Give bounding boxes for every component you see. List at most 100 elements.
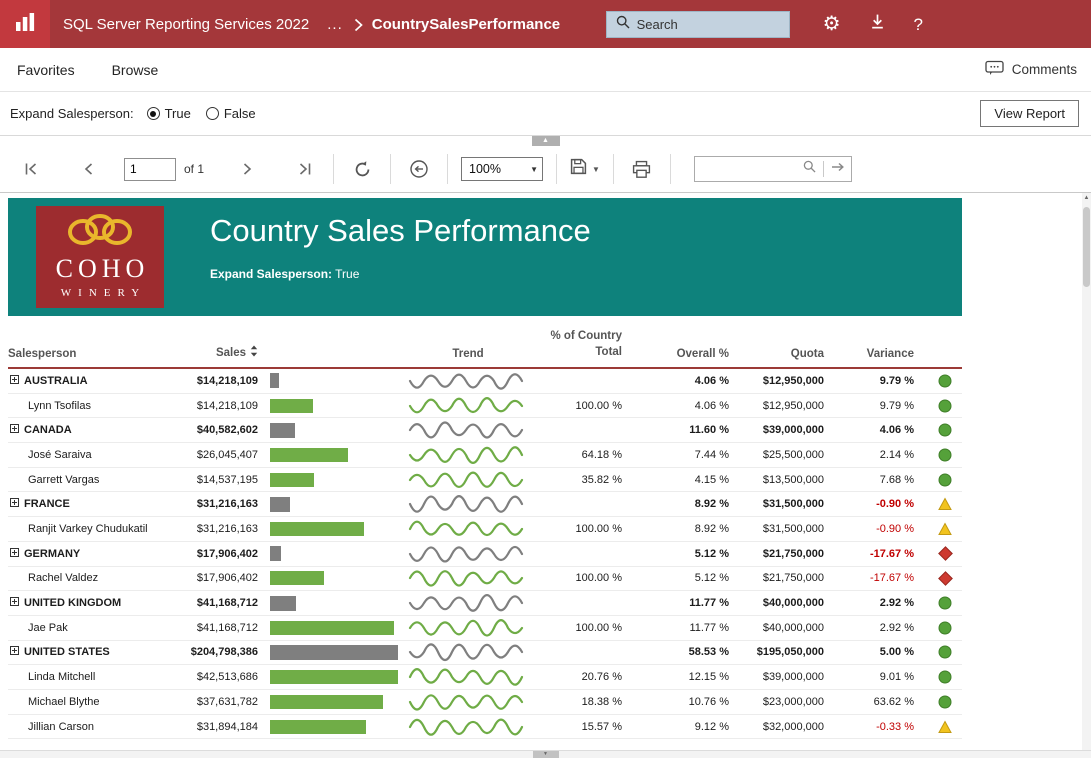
row-quota: $12,950,000 bbox=[762, 399, 824, 412]
help-icon[interactable]: ? bbox=[913, 14, 923, 34]
row-variance: 4.06 % bbox=[879, 424, 914, 437]
find-search-icon[interactable] bbox=[803, 160, 816, 178]
table-row: Michael Blythe $37,631,782 18.38 % 10.76… bbox=[8, 690, 962, 715]
portal-tabs: Favorites Browse Comments bbox=[0, 48, 1091, 92]
find-input[interactable] bbox=[694, 162, 803, 176]
header-overall: Overall % bbox=[676, 348, 729, 361]
row-sales: $26,045,407 bbox=[196, 448, 258, 461]
green-circle-icon bbox=[928, 448, 962, 462]
row-name: Jillian Carson bbox=[28, 720, 95, 733]
vertical-scrollbar-thumb[interactable] bbox=[1083, 207, 1090, 287]
horizontal-scrollbar[interactable]: ▼ bbox=[0, 750, 1091, 758]
header-sales[interactable]: Sales bbox=[188, 345, 264, 360]
comments-button[interactable]: Comments bbox=[985, 60, 1077, 79]
trend-sparkline bbox=[404, 641, 532, 663]
vertical-scrollbar[interactable]: ▲ bbox=[1082, 193, 1091, 750]
tab-favorites[interactable]: Favorites bbox=[17, 61, 75, 78]
radio-false-circle[interactable] bbox=[205, 107, 219, 120]
radio-false[interactable]: False bbox=[205, 106, 256, 121]
table-row: UNITED STATES $204,798,386 58.53 % $195,… bbox=[8, 641, 962, 666]
row-name: Ranjit Varkey Chudukatil bbox=[28, 523, 148, 535]
row-sales: $14,218,109 bbox=[196, 374, 258, 387]
scroll-up-icon[interactable]: ▲ bbox=[1083, 195, 1090, 201]
green-circle-icon bbox=[928, 399, 962, 413]
row-pct-country: 100.00 % bbox=[575, 621, 622, 634]
view-report-button[interactable]: View Report bbox=[980, 100, 1079, 127]
download-icon[interactable] bbox=[869, 13, 886, 35]
table-row: Jae Pak $41,168,712 100.00 % 11.77 % $40… bbox=[8, 616, 962, 641]
sort-icon[interactable] bbox=[250, 345, 258, 360]
trend-sparkline bbox=[404, 617, 532, 639]
sales-bar bbox=[270, 447, 348, 462]
row-pct-country: 100.00 % bbox=[575, 399, 622, 412]
row-sales: $41,168,712 bbox=[196, 597, 258, 610]
coho-rings-icon bbox=[60, 212, 140, 253]
bar-chart-icon bbox=[13, 10, 37, 39]
header-search-box[interactable] bbox=[605, 10, 790, 38]
expand-icon[interactable] bbox=[10, 374, 19, 387]
green-circle-icon bbox=[928, 645, 962, 659]
sales-bar bbox=[270, 644, 398, 660]
green-circle-icon bbox=[928, 423, 962, 437]
app-logo-tile[interactable] bbox=[0, 0, 50, 48]
row-overall: 4.06 % bbox=[694, 374, 729, 387]
table-row: Lynn Tsofilas $14,218,109 100.00 % 4.06 … bbox=[8, 394, 962, 419]
back-to-parent-button[interactable] bbox=[404, 154, 434, 184]
expand-icon[interactable] bbox=[10, 498, 19, 510]
app-title[interactable]: SQL Server Reporting Services 2022 bbox=[63, 15, 310, 33]
green-circle-icon bbox=[928, 596, 962, 610]
row-quota: $39,000,000 bbox=[762, 671, 824, 684]
trend-sparkline bbox=[404, 395, 532, 417]
sales-bar bbox=[270, 595, 296, 611]
row-name: Garrett Vargas bbox=[28, 473, 100, 486]
search-input[interactable] bbox=[636, 16, 780, 32]
parameter-collapse-handle[interactable]: ▲ bbox=[531, 136, 560, 146]
last-page-button[interactable] bbox=[290, 154, 320, 184]
row-overall: 8.92 % bbox=[694, 523, 729, 535]
row-overall: 5.12 % bbox=[694, 572, 729, 585]
report-canvas: COHO WINERY Country Sales Performance Ex… bbox=[0, 193, 1091, 750]
row-name: Lynn Tsofilas bbox=[28, 399, 91, 412]
sales-bar bbox=[270, 522, 364, 536]
row-overall: 7.44 % bbox=[694, 448, 729, 461]
expand-icon[interactable] bbox=[10, 646, 19, 658]
row-name: CANADA bbox=[24, 424, 72, 437]
green-circle-icon bbox=[928, 621, 962, 635]
sales-bar bbox=[270, 496, 290, 512]
green-circle-icon bbox=[928, 374, 962, 388]
zoom-select[interactable]: 100% ▼ bbox=[461, 157, 544, 181]
table-header-row: Salesperson Sales Trend % of Country Tot… bbox=[8, 329, 962, 370]
row-overall: 58.53 % bbox=[688, 646, 729, 659]
sales-bar bbox=[270, 719, 366, 734]
row-sales: $31,216,163 bbox=[196, 523, 258, 535]
breadcrumb-ellipsis[interactable]: ... bbox=[327, 15, 343, 33]
expand-icon[interactable] bbox=[10, 424, 19, 436]
tab-browse[interactable]: Browse bbox=[111, 61, 159, 78]
row-sales: $204,798,386 bbox=[190, 646, 258, 659]
first-page-button[interactable] bbox=[16, 154, 46, 184]
expand-icon[interactable] bbox=[10, 597, 19, 609]
row-pct-country: 20.76 % bbox=[581, 671, 622, 684]
refresh-button[interactable] bbox=[347, 154, 377, 184]
yellow-triangle-icon bbox=[928, 522, 962, 536]
yellow-triangle-icon bbox=[928, 719, 962, 734]
horizontal-scrollbar-handle[interactable]: ▼ bbox=[532, 751, 559, 758]
chevron-down-icon: ▼ bbox=[592, 164, 600, 174]
row-variance: 5.00 % bbox=[879, 646, 914, 659]
find-box[interactable] bbox=[693, 156, 852, 182]
row-overall: 5.12 % bbox=[694, 547, 729, 560]
coho-logo-line2: WINERY bbox=[60, 287, 147, 299]
next-page-button[interactable] bbox=[232, 154, 262, 184]
export-button[interactable]: ▼ bbox=[570, 158, 600, 180]
report-banner: COHO WINERY Country Sales Performance Ex… bbox=[8, 198, 962, 316]
settings-gear-icon[interactable]: ⚙ bbox=[822, 13, 841, 35]
expand-icon[interactable] bbox=[10, 547, 19, 560]
print-button[interactable] bbox=[627, 154, 657, 184]
page-number-input[interactable] bbox=[124, 157, 176, 181]
previous-page-button[interactable] bbox=[74, 154, 104, 184]
radio-true[interactable]: True bbox=[146, 106, 191, 121]
find-next-icon[interactable] bbox=[831, 160, 845, 178]
breadcrumb-current[interactable]: CountrySalesPerformance bbox=[371, 15, 561, 33]
row-sales: $17,906,402 bbox=[196, 572, 258, 585]
radio-true-circle[interactable] bbox=[146, 107, 160, 120]
